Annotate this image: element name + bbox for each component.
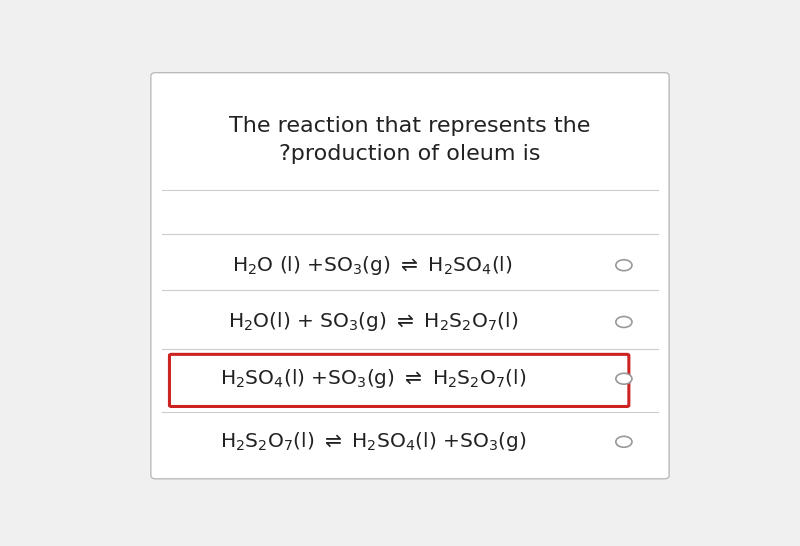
- Ellipse shape: [616, 373, 632, 384]
- Ellipse shape: [616, 317, 632, 328]
- Ellipse shape: [616, 436, 632, 447]
- Text: H$_2$SO$_4$(l) +SO$_3$(g) $\rightleftharpoons$ H$_2$S$_2$O$_7$(l): H$_2$SO$_4$(l) +SO$_3$(g) $\rightlefthar…: [219, 367, 526, 390]
- Text: H$_2$O (l) +SO$_3$(g) $\rightleftharpoons$ H$_2$SO$_4$(l): H$_2$O (l) +SO$_3$(g) $\rightleftharpoon…: [233, 254, 513, 277]
- Text: The reaction that represents the: The reaction that represents the: [230, 116, 590, 136]
- Text: H$_2$S$_2$O$_7$(l) $\rightleftharpoons$ H$_2$SO$_4$(l) +SO$_3$(g): H$_2$S$_2$O$_7$(l) $\rightleftharpoons$ …: [219, 430, 526, 453]
- Text: ?production of oleum is: ?production of oleum is: [279, 144, 541, 164]
- FancyBboxPatch shape: [170, 354, 629, 406]
- Text: H$_2$O(l) + SO$_3$(g) $\rightleftharpoons$ H$_2$S$_2$O$_7$(l): H$_2$O(l) + SO$_3$(g) $\rightleftharpoon…: [228, 311, 518, 334]
- FancyBboxPatch shape: [151, 73, 669, 479]
- Ellipse shape: [616, 260, 632, 271]
